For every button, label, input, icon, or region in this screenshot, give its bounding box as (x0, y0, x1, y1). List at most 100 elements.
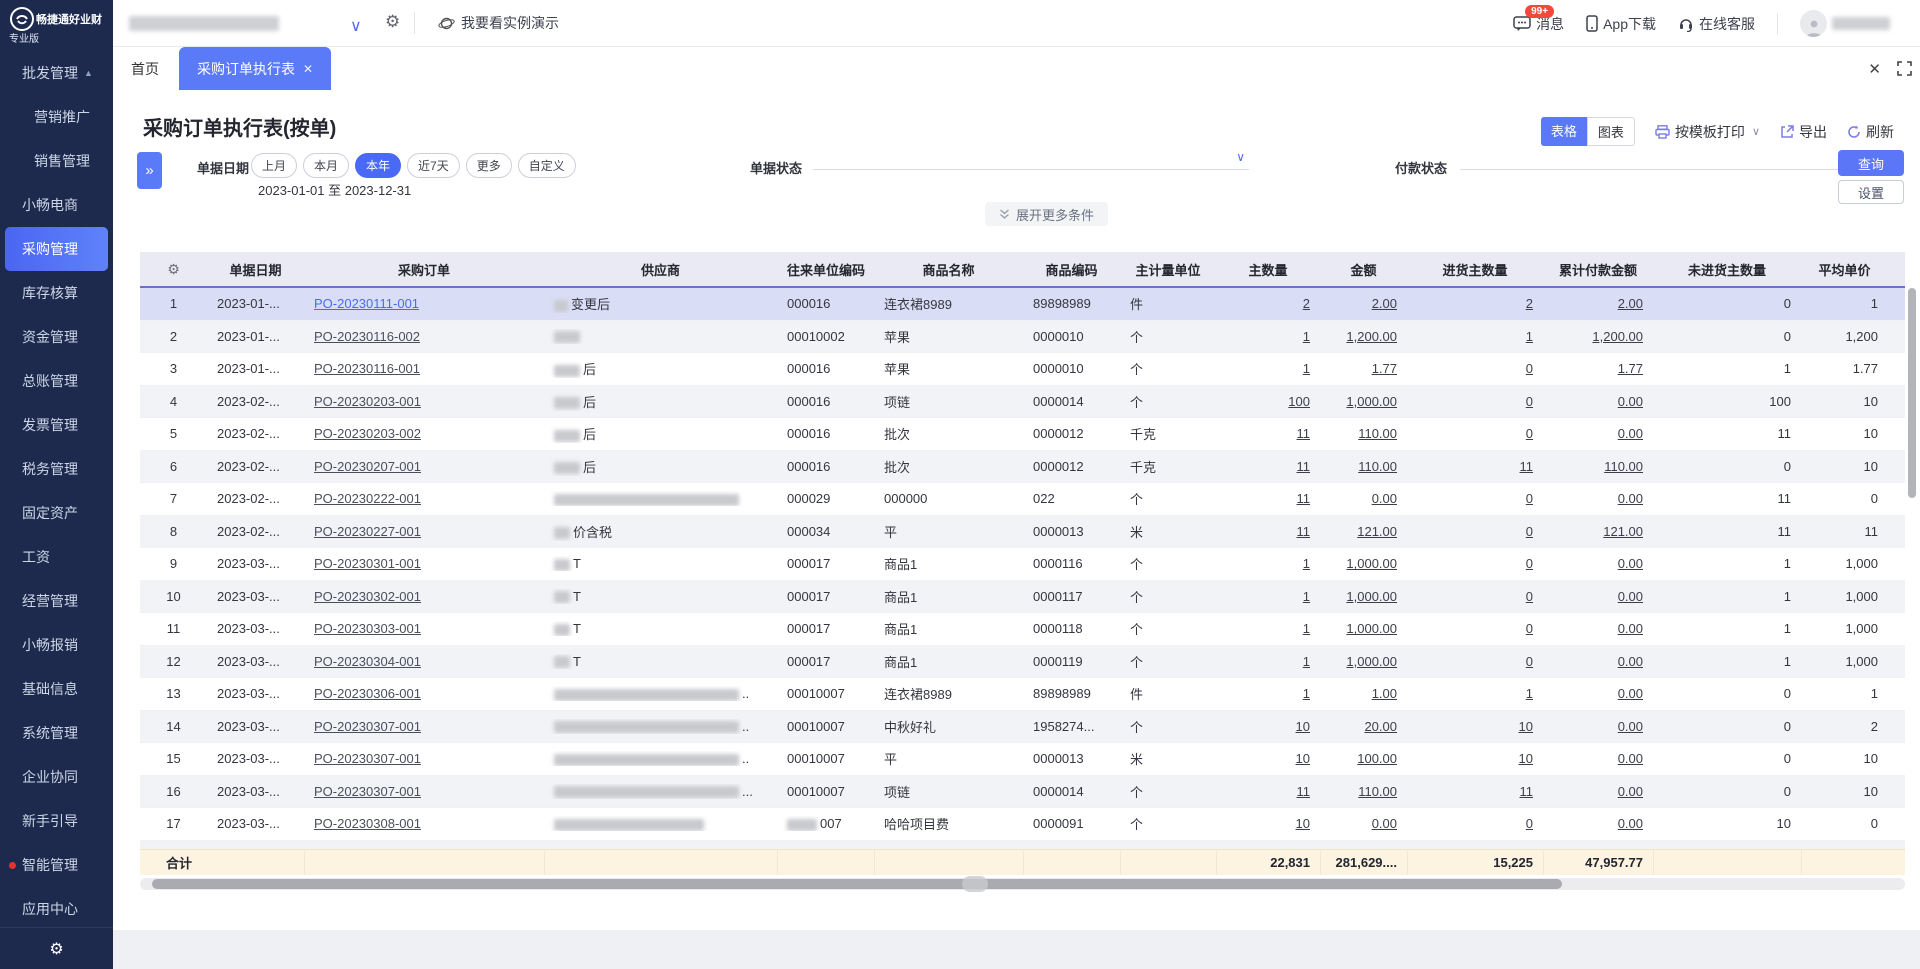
value-link[interactable]: 0 (1525, 361, 1533, 377)
sidebar-item-16[interactable]: 企业协同 (0, 755, 113, 799)
column-header-amount[interactable]: 金额 (1350, 262, 1377, 278)
messages-button[interactable]: 99+ 消息 (1513, 4, 1564, 34)
sidebar-item-4[interactable]: 采购管理 (5, 227, 108, 271)
value-link[interactable]: 1,200.00 (1346, 328, 1397, 344)
chevron-down-icon[interactable]: ∨ (1751, 126, 1760, 138)
value-link[interactable]: 0.00 (1617, 751, 1643, 767)
value-link[interactable]: 1 (1302, 328, 1310, 344)
tab-close-icon[interactable]: ✕ (303, 61, 314, 76)
column-header-unit[interactable]: 主计量单位 (1135, 262, 1201, 278)
table-row-6[interactable]: 6 2023-02-... PO-20230207-001 后 000016 批次 0000… (140, 450, 1905, 483)
company-name-redacted[interactable] (129, 16, 279, 31)
value-link[interactable]: 10 (1518, 718, 1533, 734)
value-link[interactable]: 0.00 (1617, 556, 1643, 572)
value-link[interactable]: 1 (1302, 361, 1310, 377)
po-link[interactable]: PO-20230203-002 (314, 426, 421, 442)
value-link[interactable]: 0.00 (1617, 718, 1643, 734)
po-link[interactable]: PO-20230308-001 (314, 816, 421, 832)
value-link[interactable]: 0.00 (1617, 621, 1643, 637)
date-pill-4[interactable]: 更多 (465, 153, 512, 178)
column-header-paid[interactable]: 累计付款金额 (1558, 262, 1637, 278)
value-link[interactable]: 0.00 (1371, 816, 1397, 832)
view-table-button[interactable]: 表格 (1540, 117, 1587, 146)
value-link[interactable]: 1 (1302, 588, 1310, 604)
scrollbar-knob[interactable] (962, 876, 988, 892)
settings-gear-icon[interactable]: ⚙ (385, 12, 401, 31)
table-row-8[interactable]: 8 2023-02-... PO-20230227-001 价含税 000034 平 000… (140, 515, 1905, 548)
value-link[interactable]: 1,000.00 (1346, 393, 1397, 409)
sidebar-settings-gear-icon[interactable]: ⚙ (0, 927, 113, 969)
value-link[interactable]: 10 (1295, 751, 1310, 767)
po-link[interactable]: PO-20230222-001 (314, 491, 421, 507)
table-row-4[interactable]: 4 2023-02-... PO-20230203-001 后 000016 项链 0000… (140, 385, 1905, 418)
value-link[interactable]: 0.00 (1617, 588, 1643, 604)
value-link[interactable]: 11 (1296, 458, 1311, 474)
print-by-template-button[interactable]: 按模板打印 ∨ (1655, 122, 1760, 142)
value-link[interactable]: 121.00 (1357, 523, 1397, 539)
value-link[interactable]: 1 (1302, 686, 1310, 702)
horizontal-scrollbar[interactable] (140, 876, 1905, 892)
value-link[interactable]: 11 (1519, 783, 1534, 799)
value-link[interactable]: 0.00 (1617, 426, 1643, 442)
value-link[interactable]: 0.00 (1617, 393, 1643, 409)
sidebar-item-12[interactable]: 经营管理 (0, 579, 113, 623)
date-pill-3[interactable]: 近7天 (407, 153, 460, 178)
sidebar-item-5[interactable]: 库存核算 (0, 271, 113, 315)
po-link[interactable]: PO-20230116-001 (314, 361, 421, 377)
date-pill-5[interactable]: 自定义 (517, 153, 576, 178)
value-link[interactable]: 110.00 (1358, 783, 1397, 799)
value-link[interactable]: 0 (1525, 556, 1533, 572)
po-link[interactable]: PO-20230304-001 (314, 653, 421, 669)
value-link[interactable]: 0 (1525, 816, 1533, 832)
table-row-16[interactable]: 16 2023-03-... PO-20230307-001... 00010007 项… (140, 775, 1905, 808)
date-range-value[interactable]: 2023-01-01 至 2023-12-31 (258, 183, 412, 198)
value-link[interactable]: 1.00 (1371, 686, 1397, 702)
value-link[interactable]: 1 (1302, 556, 1310, 572)
sidebar-item-14[interactable]: 基础信息 (0, 667, 113, 711)
sidebar-item-19[interactable]: 应用中心 (0, 887, 113, 931)
value-link[interactable]: 110.00 (1604, 458, 1643, 474)
payment-filter-input[interactable]: ∨ (1460, 146, 1896, 170)
table-row-12[interactable]: 12 2023-03-... PO-20230304-001 T 000017 商品1 00… (140, 645, 1905, 678)
value-link[interactable]: 0.00 (1371, 491, 1397, 507)
value-link[interactable]: 2.00 (1617, 296, 1643, 312)
date-pill-1[interactable]: 本月 (303, 153, 350, 178)
table-row-15[interactable]: 15 2023-03-... PO-20230307-001.. 00010007 平 0… (140, 743, 1905, 776)
po-link[interactable]: PO-20230306-001 (314, 686, 421, 702)
fullscreen-icon[interactable] (1897, 61, 1912, 76)
sidebar-item-15[interactable]: 系统管理 (0, 711, 113, 755)
sidebar-item-9[interactable]: 税务管理 (0, 447, 113, 491)
column-header-qty[interactable]: 主数量 (1248, 262, 1288, 278)
refresh-button[interactable]: 刷新 (1847, 122, 1894, 142)
sidebar-item-13[interactable]: 小畅报销 (0, 623, 113, 667)
value-link[interactable]: 20.00 (1364, 718, 1397, 734)
value-link[interactable]: 0 (1525, 426, 1533, 442)
column-header-product[interactable]: 商品名称 (922, 262, 975, 278)
value-link[interactable]: 0 (1525, 621, 1533, 637)
app-download-button[interactable]: App下载 (1586, 14, 1656, 34)
po-link[interactable]: PO-20230307-001 (314, 783, 421, 799)
value-link[interactable]: 1,000.00 (1346, 621, 1397, 637)
sidebar-item-0[interactable]: 批发管理 ▲ (0, 51, 113, 95)
demo-link[interactable]: 我要看实例演示 (438, 13, 559, 33)
expand-more-conditions-button[interactable]: 展开更多条件 (985, 202, 1109, 226)
value-link[interactable]: 1 (1302, 621, 1310, 637)
po-link[interactable]: PO-20230227-001 (314, 523, 421, 539)
sidebar-item-11[interactable]: 工资 (0, 535, 113, 579)
horizontal-scrollbar-thumb[interactable] (152, 876, 1562, 892)
tab-report-active[interactable]: 采购订单执行表 ✕ (179, 47, 332, 90)
value-link[interactable]: 1,000.00 (1346, 653, 1397, 669)
collapse-filter-button[interactable]: » (137, 152, 162, 189)
value-link[interactable]: 11 (1296, 491, 1311, 507)
table-row-3[interactable]: 3 2023-01-... PO-20230116-001 后 000016 苹果 0000… (140, 353, 1905, 386)
value-link[interactable]: 0 (1525, 491, 1533, 507)
vertical-scrollbar[interactable] (1908, 288, 1916, 873)
po-link[interactable]: PO-20230301-001 (314, 556, 421, 572)
table-row-2[interactable]: 2 2023-01-... PO-20230116-002 00010002 苹果 000… (140, 320, 1905, 353)
value-link[interactable]: 1,000.00 (1346, 556, 1397, 572)
value-link[interactable]: 1 (1302, 653, 1310, 669)
value-link[interactable]: 110.00 (1358, 458, 1397, 474)
sidebar-item-7[interactable]: 总账管理 (0, 359, 113, 403)
sidebar-item-6[interactable]: 资金管理 (0, 315, 113, 359)
value-link[interactable]: 100.00 (1357, 751, 1397, 767)
